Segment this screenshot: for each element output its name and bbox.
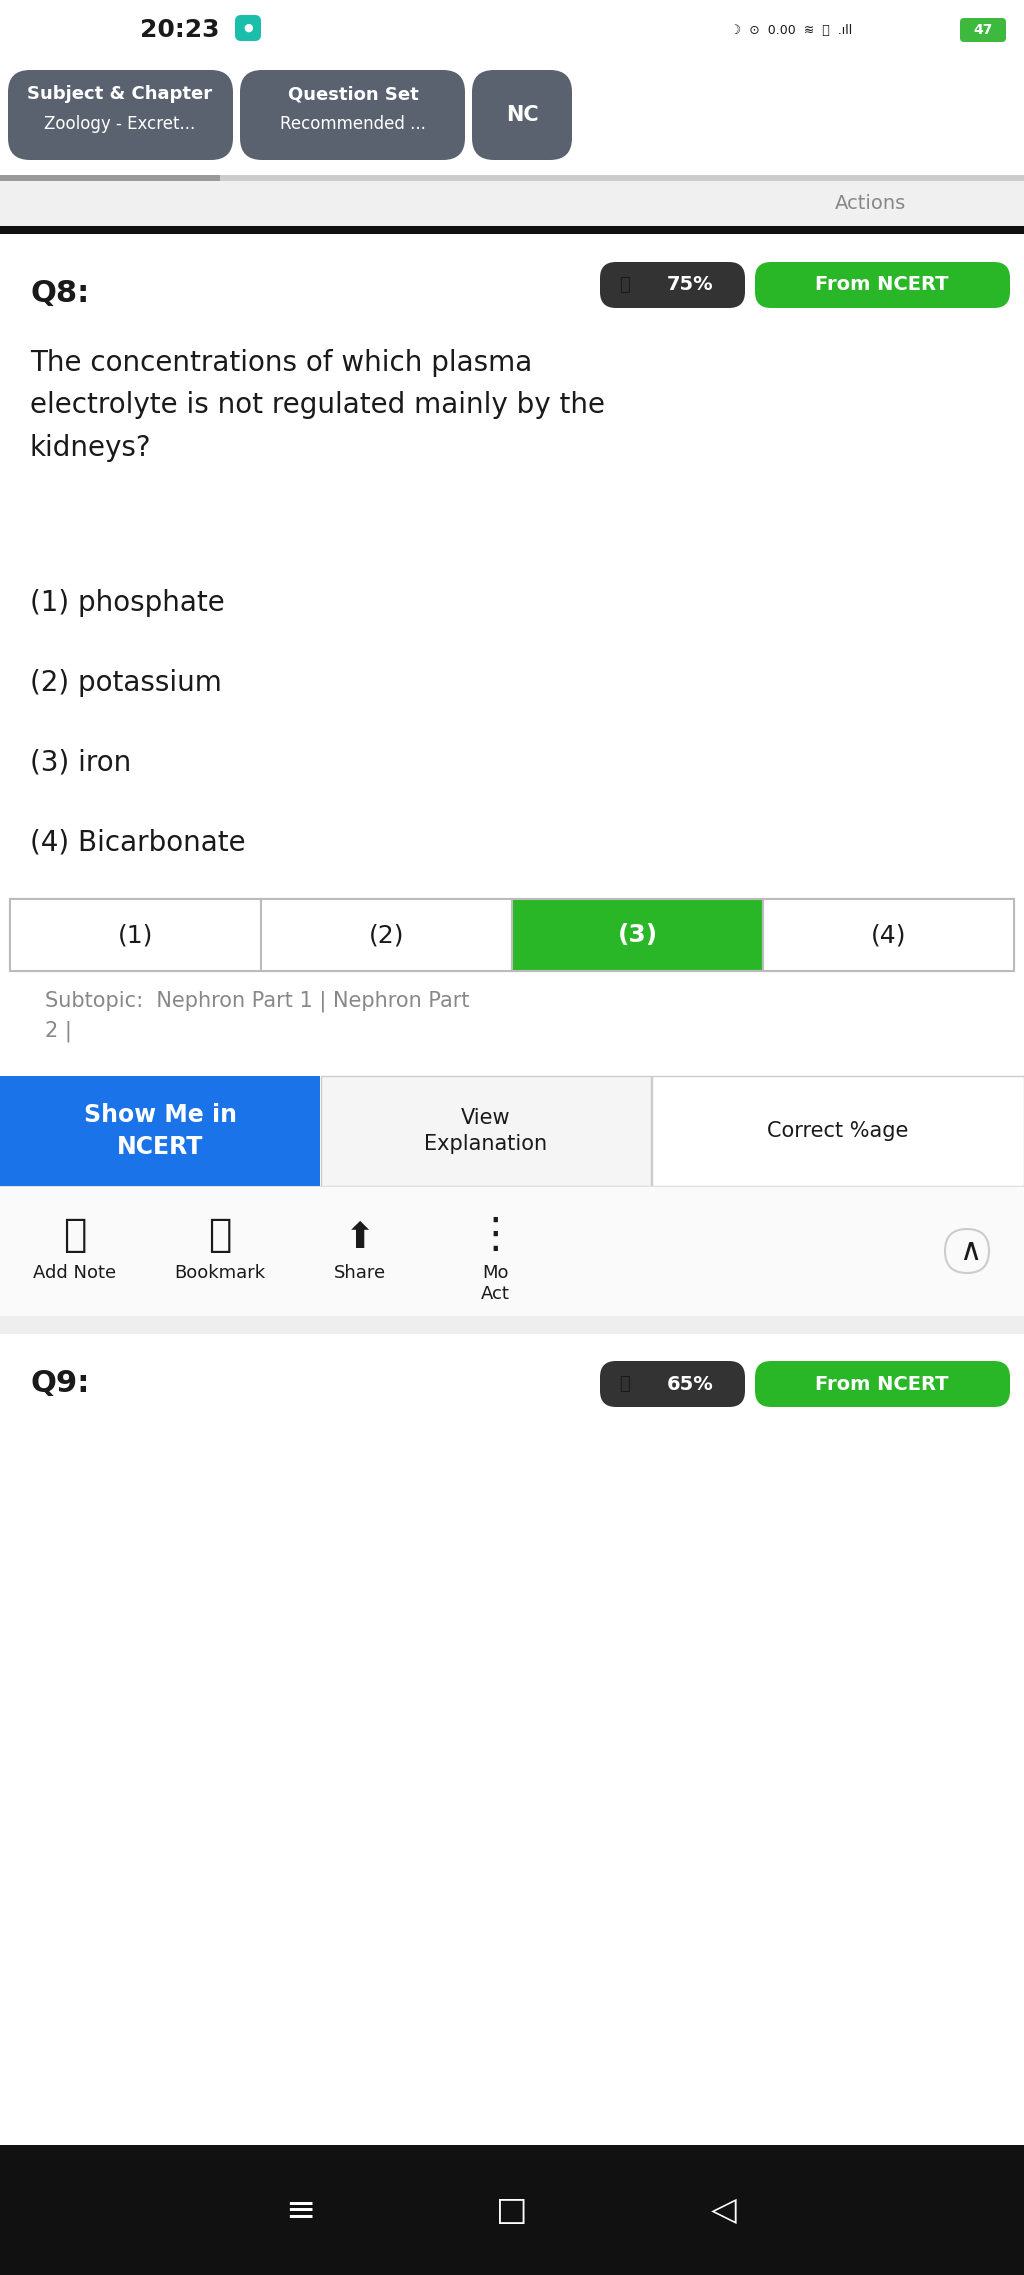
Text: (2) potassium: (2) potassium — [30, 669, 222, 696]
Text: ☽  ⊙  0.00  ≋  📶  .ıll: ☽ ⊙ 0.00 ≋ 📶 .ıll — [730, 23, 852, 36]
Text: Correct %age: Correct %age — [767, 1122, 908, 1142]
Bar — [0, 2145, 1024, 2275]
Text: Share: Share — [334, 1265, 386, 1283]
Text: ⬆: ⬆ — [345, 1222, 375, 1256]
FancyBboxPatch shape — [600, 262, 745, 307]
Bar — [512, 899, 763, 971]
Bar — [0, 59, 1024, 175]
Bar — [10, 899, 1014, 971]
FancyBboxPatch shape — [240, 71, 465, 159]
Text: Subtopic:  Nephron Part 1 | Nephron Part
2 |: Subtopic: Nephron Part 1 | Nephron Part … — [45, 992, 469, 1042]
Text: The concentrations of which plasma
electrolyte is not regulated mainly by the
ki: The concentrations of which plasma elect… — [30, 348, 605, 462]
Text: ∧: ∧ — [958, 1238, 981, 1265]
Bar — [0, 1315, 1024, 1333]
Text: ⋮: ⋮ — [474, 1215, 516, 1256]
Text: 👍: 👍 — [620, 1374, 631, 1392]
Bar — [652, 1076, 1024, 1185]
Text: From NCERT: From NCERT — [815, 275, 949, 293]
Text: Recommended ...: Recommended ... — [280, 116, 426, 132]
Text: (2): (2) — [369, 924, 404, 946]
Text: ◁: ◁ — [712, 2193, 737, 2227]
Bar — [0, 175, 1024, 182]
Text: Actions: Actions — [835, 193, 905, 214]
Text: 75%: 75% — [667, 275, 714, 293]
Text: Bookmark: Bookmark — [174, 1265, 265, 1283]
Bar — [0, 182, 1024, 225]
FancyBboxPatch shape — [234, 16, 261, 41]
Bar — [0, 1076, 319, 1185]
Text: (1): (1) — [118, 924, 154, 946]
Text: From NCERT: From NCERT — [815, 1374, 949, 1395]
Text: (4): (4) — [870, 924, 906, 946]
Text: ●: ● — [243, 23, 253, 34]
Bar — [0, 0, 1024, 59]
Text: Q9:: Q9: — [30, 1370, 89, 1399]
Text: 47: 47 — [974, 23, 992, 36]
Bar — [0, 1333, 1024, 1433]
Text: NC: NC — [506, 105, 539, 125]
FancyBboxPatch shape — [472, 71, 572, 159]
Text: 📄: 📄 — [63, 1217, 87, 1254]
Text: (4) Bicarbonate: (4) Bicarbonate — [30, 828, 246, 858]
Text: Q8:: Q8: — [30, 280, 89, 309]
Text: (1) phosphate: (1) phosphate — [30, 589, 224, 617]
Bar — [763, 899, 1014, 971]
Bar — [0, 1433, 1024, 2145]
Text: View
Explanation: View Explanation — [424, 1108, 548, 1153]
Bar — [261, 899, 512, 971]
FancyBboxPatch shape — [755, 1360, 1010, 1406]
Text: (3) iron: (3) iron — [30, 748, 131, 778]
Text: Subject & Chapter: Subject & Chapter — [28, 84, 213, 102]
Bar — [10, 899, 261, 971]
Text: Show Me in
NCERT: Show Me in NCERT — [84, 1103, 237, 1158]
Bar — [0, 234, 1024, 2275]
Text: 65%: 65% — [667, 1374, 714, 1395]
Bar — [0, 1185, 1024, 1315]
FancyBboxPatch shape — [961, 18, 1006, 41]
Text: □: □ — [497, 2193, 527, 2227]
Text: ≡: ≡ — [285, 2193, 315, 2227]
Text: 20:23: 20:23 — [140, 18, 220, 41]
Bar — [0, 175, 220, 182]
Text: Zoology - Excret...: Zoology - Excret... — [44, 116, 196, 132]
Bar — [0, 225, 1024, 234]
FancyBboxPatch shape — [755, 262, 1010, 307]
Text: 🔖: 🔖 — [208, 1217, 231, 1254]
Text: Question Set: Question Set — [288, 84, 419, 102]
Text: Add Note: Add Note — [34, 1265, 117, 1283]
FancyBboxPatch shape — [8, 71, 233, 159]
Text: 👍: 👍 — [620, 275, 631, 293]
FancyBboxPatch shape — [600, 1360, 745, 1406]
Bar — [321, 1076, 651, 1185]
Text: Mo
Act: Mo Act — [480, 1265, 509, 1304]
Text: (3): (3) — [617, 924, 657, 946]
